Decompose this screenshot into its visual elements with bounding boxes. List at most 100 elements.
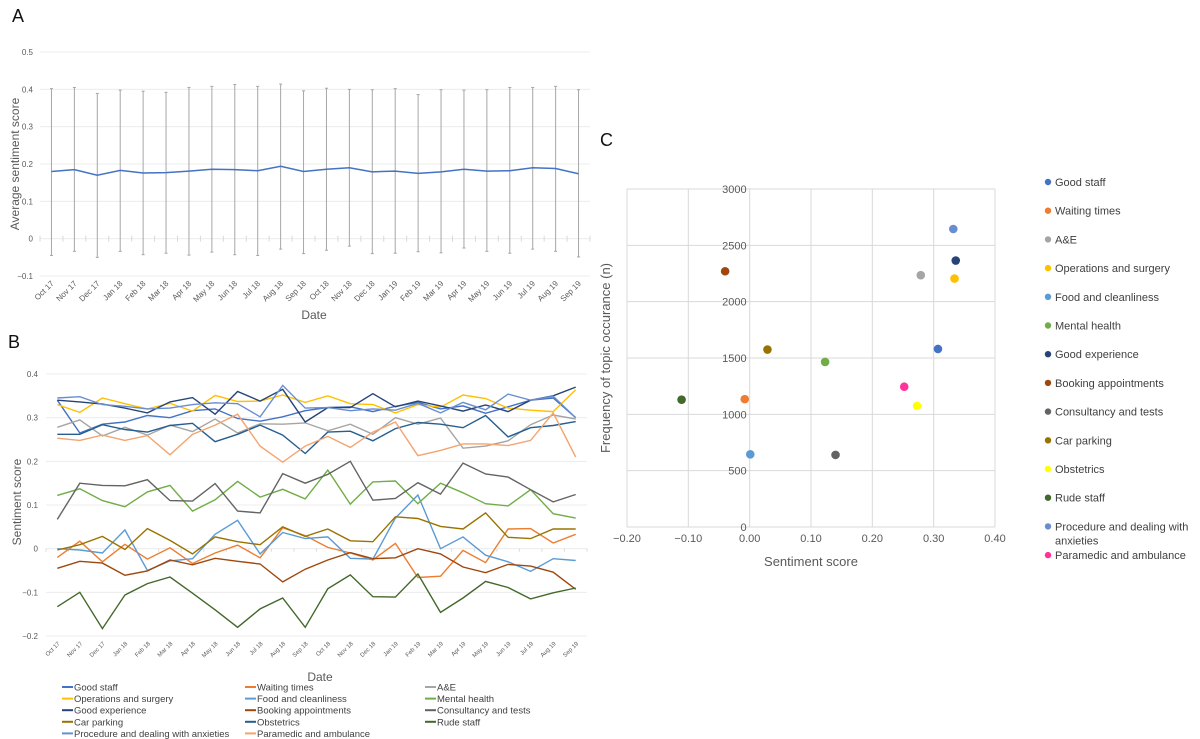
legend-label-b: Car parking (74, 717, 123, 728)
x-tick-label-b: Jul 18 (249, 641, 265, 657)
legend-label-b: Obstetrics (257, 717, 300, 728)
y-tick-label-b: 0.2 (27, 457, 39, 466)
x-tick-label-b: Apr 19 (451, 641, 468, 658)
point-consultancy-and-tests (831, 450, 840, 460)
x-tick-label-b: Jan 19 (383, 641, 400, 658)
x-tick-label-b: Aug 19 (540, 641, 558, 659)
x-tick-label-a: Nov 17 (54, 279, 79, 304)
x-tick-label-a: Jun 18 (216, 279, 240, 303)
y-axis-title-a: Average sentiment score (8, 97, 22, 230)
y-tick-label-b: 0.4 (27, 370, 39, 379)
x-tick-label-b: Sep 18 (292, 641, 310, 659)
y-tick-label-b: −0.1 (22, 588, 38, 597)
x-tick-label-b: Sep 19 (562, 641, 580, 659)
legend-marker-c (1044, 437, 1052, 444)
legend-label-c: Procedure and dealing with (1055, 521, 1188, 533)
legend-label-c: Mental health (1055, 321, 1121, 333)
legend-label-c: anxieties (1055, 535, 1099, 547)
x-tick-label-a: Dec 18 (352, 279, 377, 304)
y-tick-label-a: 0.4 (22, 85, 34, 94)
y-tick-label-b: 0 (34, 545, 39, 554)
x-tick-label-a: Oct 17 (33, 279, 56, 302)
legend-label-c: Paramedic and ambulance (1055, 550, 1186, 562)
legend-label-b: Waiting times (257, 683, 314, 694)
x-tick-label-c: 0.40 (984, 533, 1005, 545)
legend-label-b: Booking appointments (257, 706, 351, 717)
x-axis-title-a: Date (301, 308, 327, 322)
legend-label-b: Consultancy and tests (437, 706, 531, 717)
series-line-good-staff (56, 397, 577, 434)
x-tick-label-a: Dec 17 (77, 279, 102, 304)
legend-label-b: Procedure and dealing with anxieties (74, 729, 230, 739)
point-good-staff (933, 344, 943, 354)
x-tick-label-a: Aug 19 (536, 279, 561, 304)
y-tick-label-b: 0.1 (27, 501, 39, 510)
legend-label-c: Rude staff (1055, 493, 1106, 505)
x-tick-label-c: 0.20 (862, 533, 883, 545)
x-tick-label-a: May 18 (191, 279, 216, 304)
y-axis-title-c: Frequency of topic occurance (n) (598, 263, 613, 453)
legend-label-b: Good staff (74, 683, 118, 694)
legend-marker-c (1044, 551, 1052, 559)
series-line-procedure-and-dealing-with-anxieties (57, 384, 577, 419)
x-tick-label-a: Mar 18 (146, 279, 170, 303)
legend-marker-c (1044, 494, 1052, 501)
series-line-food-and-cleanliness (57, 493, 576, 573)
y-tick-label-a: 0.3 (22, 123, 34, 132)
x-tick-label-a: Jan 19 (376, 279, 400, 303)
x-tick-label-a: Jul 19 (516, 279, 538, 301)
legend-label-c: Waiting times (1055, 206, 1121, 218)
point-good-experience (951, 256, 961, 265)
legend-label-c: Food and cleanliness (1055, 292, 1159, 304)
series-line-average-sentiment (51, 165, 579, 176)
series-line-car-parking (57, 511, 576, 555)
x-tick-label-a: Nov 18 (329, 279, 354, 304)
x-tick-label-b: Jul 19 (519, 641, 535, 657)
x-tick-label-b: Jun 19 (496, 641, 513, 658)
y-tick-label-c: 3000 (722, 184, 746, 196)
x-tick-label-b: Nov 18 (337, 641, 355, 659)
legend-label-b: Food and cleanliness (257, 694, 347, 705)
x-tick-label-b: Aug 18 (269, 641, 287, 659)
x-tick-label-b: Dec 17 (89, 641, 107, 659)
point-a-e (916, 270, 926, 280)
y-tick-label-b: −0.2 (22, 632, 38, 641)
x-tick-label-a: Oct 18 (308, 279, 331, 302)
point-food-and-cleanliness (745, 450, 755, 459)
x-tick-label-b: Mar 19 (427, 641, 445, 659)
point-procedure-and-dealing-with-anxieties (948, 224, 958, 234)
x-tick-label-b: Oct 18 (315, 641, 332, 658)
y-tick-label-c: 2500 (722, 240, 746, 252)
x-tick-label-c: −0.10 (674, 533, 702, 545)
legend-marker-c (1044, 236, 1052, 243)
x-tick-label-c: 0.30 (923, 533, 944, 545)
y-tick-label-c: 2000 (722, 297, 746, 309)
legend-label-b: Mental health (437, 694, 494, 705)
y-tick-label-a: 0.2 (22, 160, 34, 169)
series-line-a-e (57, 414, 576, 449)
legend-label-c: Booking appointments (1055, 378, 1164, 390)
chart-c: 0 500 1000 1500 2000 2500 3000 −0.20 −0.10 0.00 0.… (598, 177, 1188, 569)
legend-label-c: Car parking (1055, 435, 1112, 447)
x-tick-label-b: May 18 (201, 641, 220, 660)
x-tick-label-a: Apr 18 (170, 279, 193, 302)
series-line-booking-appointments (57, 547, 577, 590)
point-booking-appointments (720, 266, 730, 276)
y-tick-label-c: 1000 (722, 409, 746, 421)
legend-marker-c (1044, 408, 1052, 415)
legend-label-b: Rude staff (437, 717, 480, 728)
x-tick-label-a: Aug 18 (261, 279, 286, 304)
x-tick-label-c: −0.20 (613, 533, 641, 545)
legend-label-c: Good staff (1055, 177, 1106, 189)
legend-marker-c (1044, 523, 1052, 530)
x-axis-title-c: Sentiment score (764, 554, 858, 569)
y-tick-label-a: 0.5 (22, 48, 34, 57)
x-tick-label-b: Oct 17 (45, 641, 62, 658)
y-tick-label-c: 500 (728, 466, 746, 478)
series-line-consultancy-and-tests (56, 460, 576, 520)
point-operations-and-surgery (950, 274, 959, 283)
series-line-rude-staff (56, 572, 576, 630)
point-rude-staff (677, 395, 686, 404)
x-tick-label-b: Feb 18 (134, 641, 152, 659)
